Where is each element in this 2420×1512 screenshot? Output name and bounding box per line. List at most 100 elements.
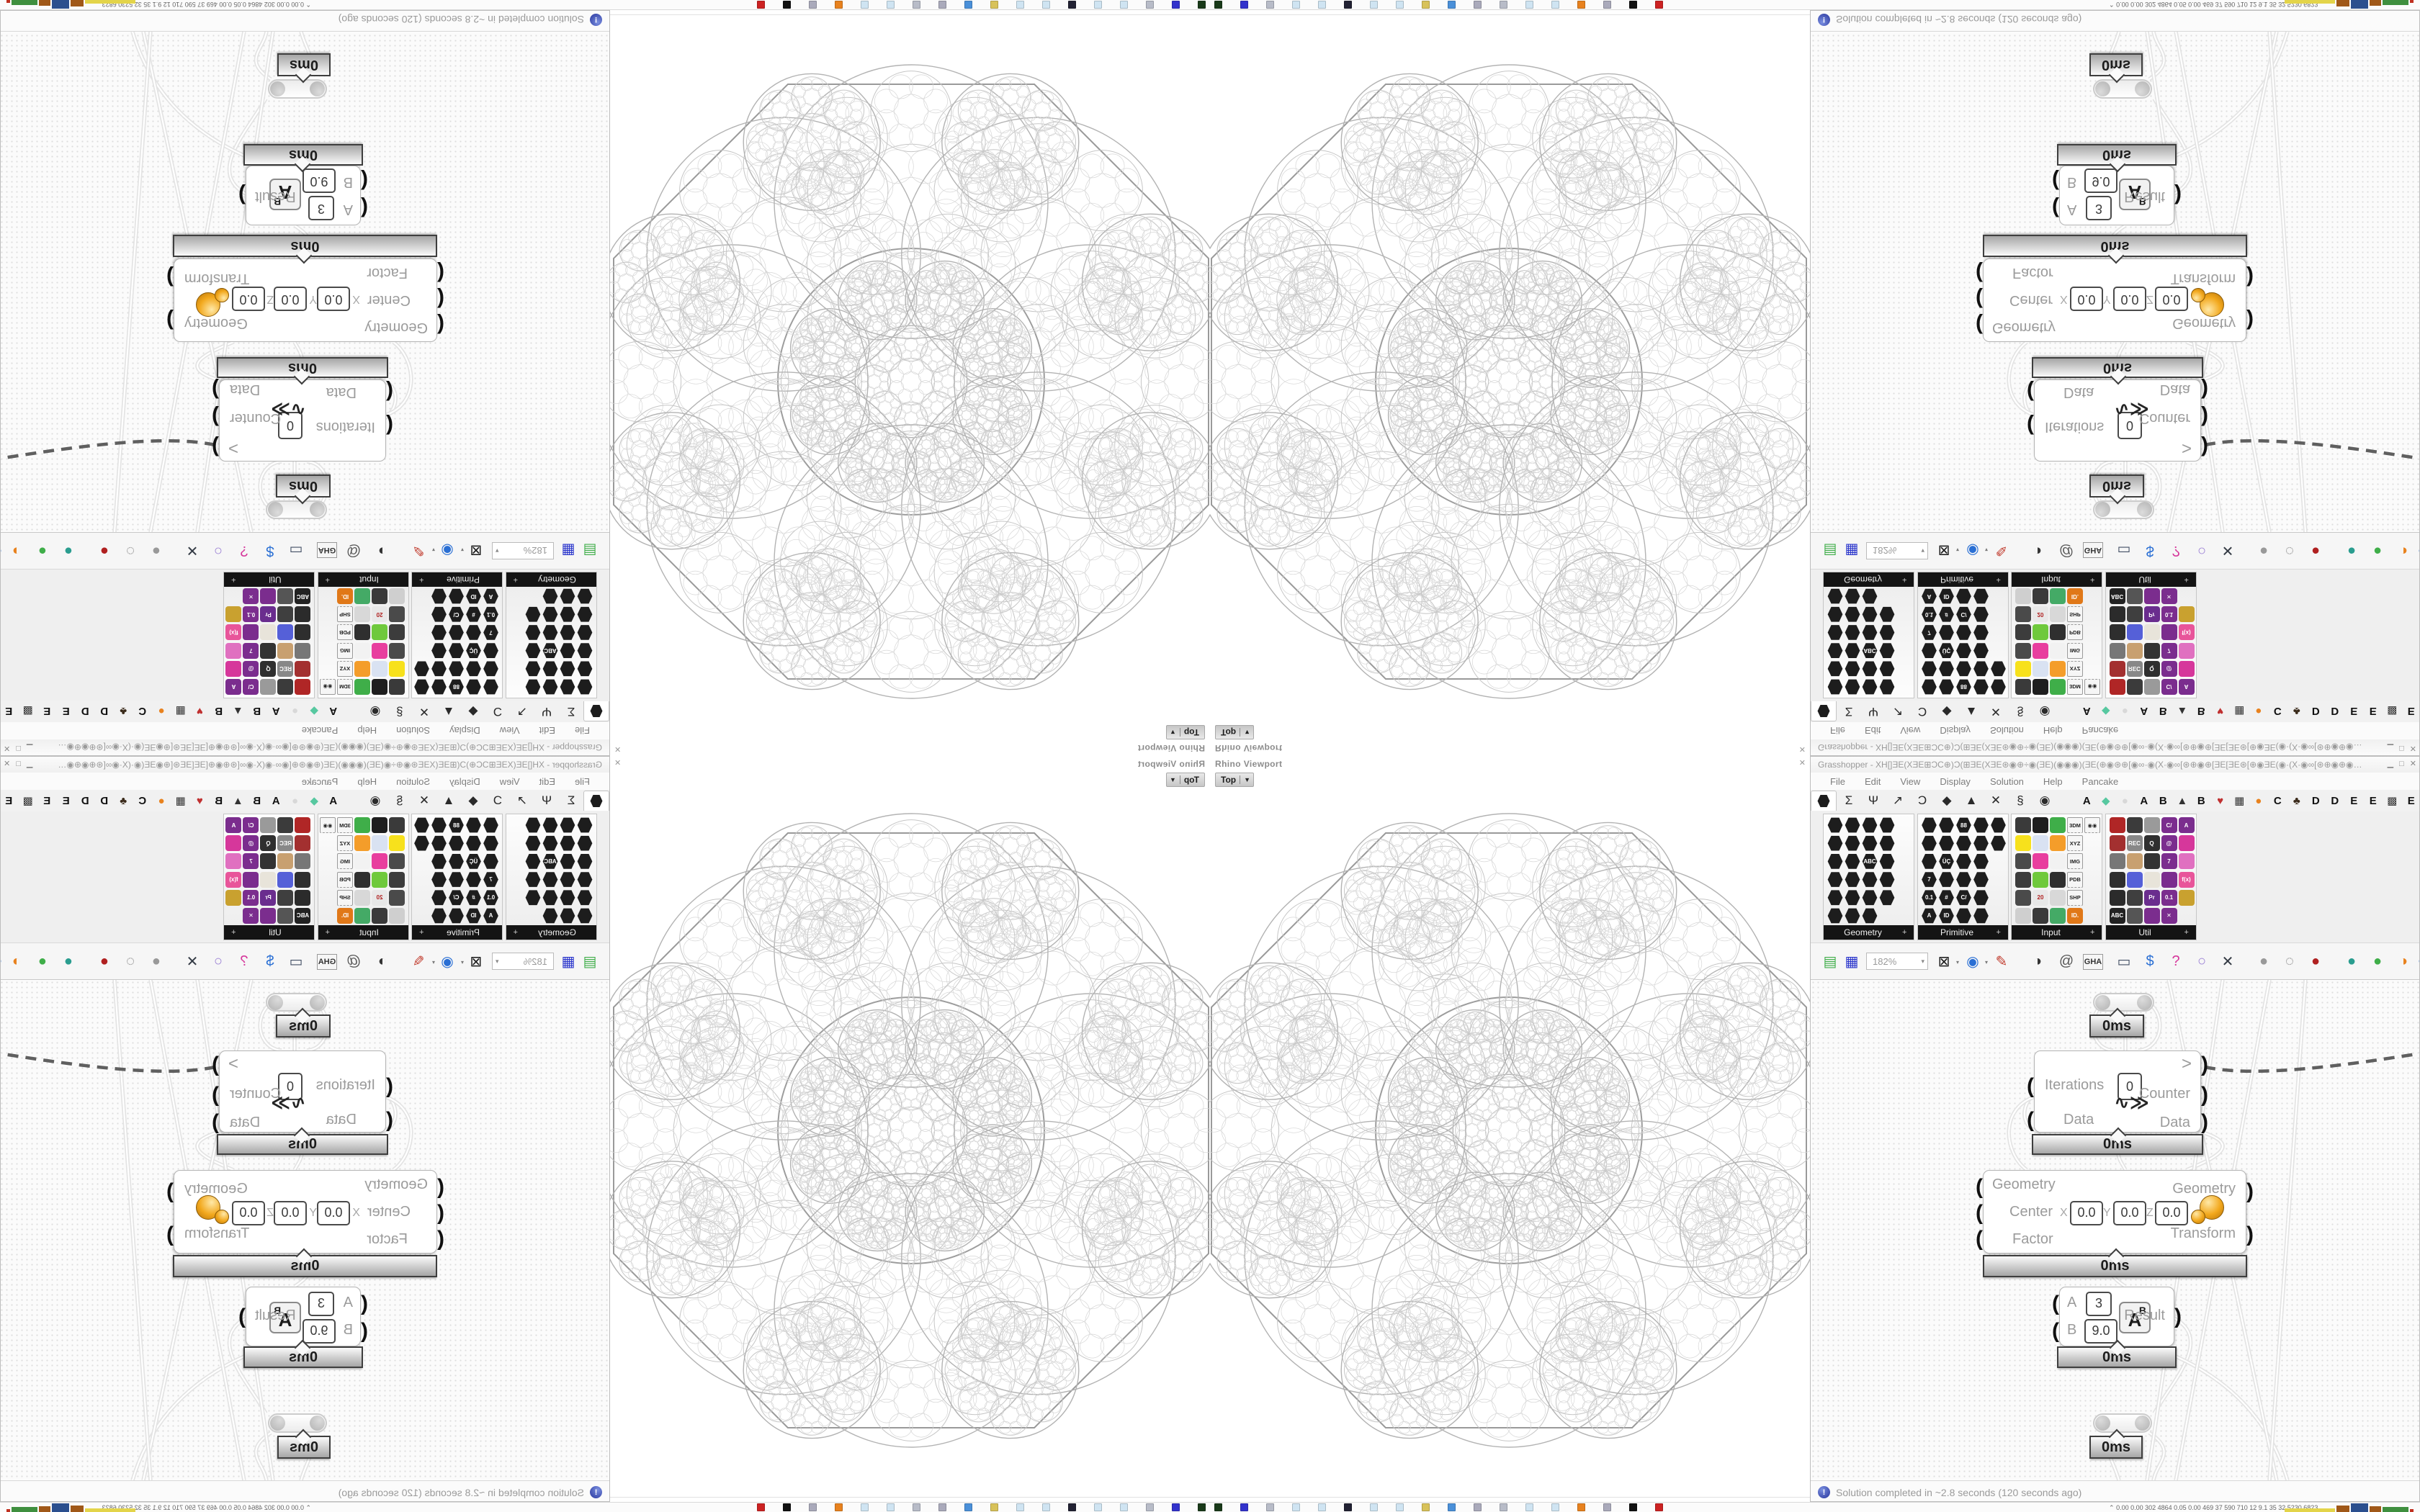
palette-icon[interactable] bbox=[2143, 588, 2160, 605]
output-port-counter[interactable]: ) bbox=[212, 405, 219, 429]
palette-icon[interactable]: SHP bbox=[337, 889, 353, 906]
taskbar-app-icon[interactable] bbox=[1214, 1, 1222, 9]
palette-icon[interactable] bbox=[225, 606, 242, 623]
a-value-box[interactable]: 3 bbox=[308, 196, 334, 220]
palette-icon[interactable] bbox=[1922, 817, 1937, 833]
taskbar-app-icon[interactable] bbox=[835, 1, 843, 9]
palette-icon[interactable] bbox=[1879, 835, 1895, 851]
plugin-tab[interactable]: ♥ bbox=[196, 794, 203, 807]
taskbar-app-icon[interactable] bbox=[1042, 1503, 1050, 1511]
palette-icon[interactable] bbox=[431, 835, 447, 851]
palette-icon[interactable] bbox=[2126, 624, 2143, 641]
palette-icon[interactable] bbox=[525, 643, 541, 659]
palette-icon[interactable] bbox=[431, 908, 447, 924]
palette-expand-button[interactable]: + bbox=[231, 928, 236, 937]
palette-icon[interactable] bbox=[389, 907, 405, 924]
palette-icon[interactable] bbox=[1879, 890, 1895, 906]
wire-display-button[interactable]: ✕ bbox=[186, 953, 199, 970]
green-sphere-button[interactable]: ● bbox=[37, 543, 48, 559]
palette-icon[interactable]: ABC bbox=[295, 907, 311, 924]
taskbar-app-icon[interactable] bbox=[990, 1, 998, 9]
input-port-data[interactable]: ( bbox=[2027, 1108, 2034, 1132]
loop-start-component[interactable]: ( ( ) ) ) Iterations 0 Data > Counter Da… bbox=[2027, 378, 2208, 462]
palette-icon[interactable] bbox=[1827, 890, 1843, 906]
palette-icon[interactable]: @ bbox=[243, 835, 259, 852]
taskbar-app-icon[interactable] bbox=[1344, 1, 1352, 9]
palette-icon[interactable] bbox=[1879, 661, 1895, 677]
palette-icon[interactable]: XYZ bbox=[2067, 835, 2083, 852]
browser-button[interactable]: ▭ bbox=[289, 542, 303, 559]
menu-item-solution[interactable]: Solution bbox=[1989, 725, 2024, 737]
output-port-transform[interactable]: ) bbox=[166, 266, 174, 289]
taskbar-app-icon[interactable] bbox=[1042, 1, 1050, 9]
taskbar-app-icon[interactable] bbox=[1344, 1503, 1352, 1511]
palette-icon[interactable] bbox=[372, 660, 387, 677]
palette-icon[interactable] bbox=[449, 588, 465, 604]
palette-icon[interactable] bbox=[354, 889, 370, 906]
palette-icon[interactable] bbox=[1939, 835, 1954, 851]
balloon-button[interactable]: ○ bbox=[213, 953, 223, 969]
palette-expand-button[interactable]: + bbox=[513, 928, 518, 937]
palette-icon[interactable] bbox=[260, 624, 277, 641]
palette-icon[interactable] bbox=[295, 660, 311, 677]
menu-item-solution[interactable]: Solution bbox=[396, 775, 431, 787]
minimize-button[interactable]: ▁ bbox=[2387, 760, 2394, 768]
sketch-button[interactable]: ✎ bbox=[1995, 542, 2008, 559]
palette-icon[interactable]: ID. bbox=[337, 588, 353, 605]
save-file-button[interactable]: ▦ bbox=[1845, 953, 1859, 970]
plugin-tab[interactable]: ▲ bbox=[2177, 705, 2188, 718]
capsule-param[interactable] bbox=[268, 79, 327, 99]
palette-icon[interactable] bbox=[1939, 872, 1954, 887]
palette-icon[interactable]: 0.1 bbox=[2161, 606, 2177, 623]
vector-tab[interactable]: ↗ bbox=[1892, 705, 1904, 719]
taskbar-app-icon[interactable] bbox=[1068, 1, 1076, 9]
input-port-center[interactable]: ( bbox=[1976, 287, 1983, 311]
taskbar-app-icon[interactable] bbox=[757, 1503, 765, 1511]
plugin-tab[interactable]: ◆ bbox=[310, 795, 319, 807]
taskbar-app-icon[interactable] bbox=[835, 1503, 843, 1511]
input-port-b[interactable]: ( bbox=[361, 169, 368, 193]
palette-icon[interactable] bbox=[2178, 606, 2195, 623]
palette-icon[interactable] bbox=[2109, 853, 2125, 870]
menu-item-display[interactable]: Display bbox=[449, 725, 480, 737]
palette-icon[interactable]: A bbox=[225, 817, 242, 833]
palette-icon[interactable] bbox=[2126, 853, 2143, 870]
palette-icon[interactable] bbox=[2015, 889, 2031, 906]
palette-expand-button[interactable]: + bbox=[2184, 928, 2189, 937]
plugin-tab[interactable]: ▲ bbox=[232, 794, 243, 807]
taskbar-app-icon[interactable] bbox=[887, 1503, 895, 1511]
menu-item-edit[interactable]: Edit bbox=[1864, 775, 1881, 787]
rhino-viewport-panel[interactable]: Rhino Viewport ✕ Top ▼ bbox=[609, 10, 1210, 756]
palette-icon[interactable] bbox=[277, 853, 294, 870]
palette-icon[interactable] bbox=[577, 890, 593, 906]
palette-icon[interactable] bbox=[2161, 624, 2177, 641]
palette-icon[interactable] bbox=[431, 872, 447, 888]
a-value-box[interactable]: 3 bbox=[308, 1292, 334, 1316]
palette-icon[interactable] bbox=[577, 908, 593, 924]
iterations-value-box[interactable]: 0 bbox=[2118, 1073, 2142, 1100]
palette-icon[interactable] bbox=[577, 606, 593, 622]
palette-icon[interactable]: 7 bbox=[243, 853, 259, 870]
palette-icon[interactable]: PDB bbox=[2067, 624, 2083, 641]
input-port-center[interactable]: ( bbox=[437, 287, 444, 311]
palette-icon[interactable] bbox=[2178, 853, 2195, 870]
maximize-button[interactable]: □ bbox=[2399, 744, 2404, 752]
remote-button[interactable]: @ bbox=[2058, 543, 2074, 559]
curve-tab[interactable]: Ɔ bbox=[1917, 705, 1927, 719]
palette-icon[interactable]: 3DM bbox=[337, 679, 353, 695]
red-sphere-button[interactable]: ● bbox=[2311, 543, 2321, 559]
taskbar-app-icon[interactable] bbox=[1146, 1503, 1154, 1511]
menu-item-file[interactable]: File bbox=[575, 775, 590, 787]
taskbar-app-icon[interactable] bbox=[1318, 1503, 1326, 1511]
palette-icon[interactable] bbox=[2050, 606, 2066, 623]
palette-icon[interactable] bbox=[389, 889, 405, 906]
display-tab[interactable]: ◉ bbox=[369, 705, 381, 719]
blue-sphere-button[interactable]: ○▾ bbox=[2413, 952, 2419, 971]
maximize-button[interactable]: □ bbox=[16, 760, 21, 768]
grasshopper-title-bar[interactable]: Grasshopper - XH[]ƎE(XƎE⊞ƆC⊕)Ɔ(⊞ƎE(XƎE⊛◉… bbox=[0, 757, 609, 773]
intersect-tab[interactable]: ✕ bbox=[418, 793, 430, 807]
power-component[interactable]: ( ( ) A 3 B 9.0 A B Result bbox=[2052, 1287, 2182, 1346]
palette-icon[interactable]: 0.1 bbox=[243, 606, 259, 623]
palette-icon[interactable] bbox=[466, 661, 482, 677]
palette-icon[interactable] bbox=[1845, 872, 1860, 887]
